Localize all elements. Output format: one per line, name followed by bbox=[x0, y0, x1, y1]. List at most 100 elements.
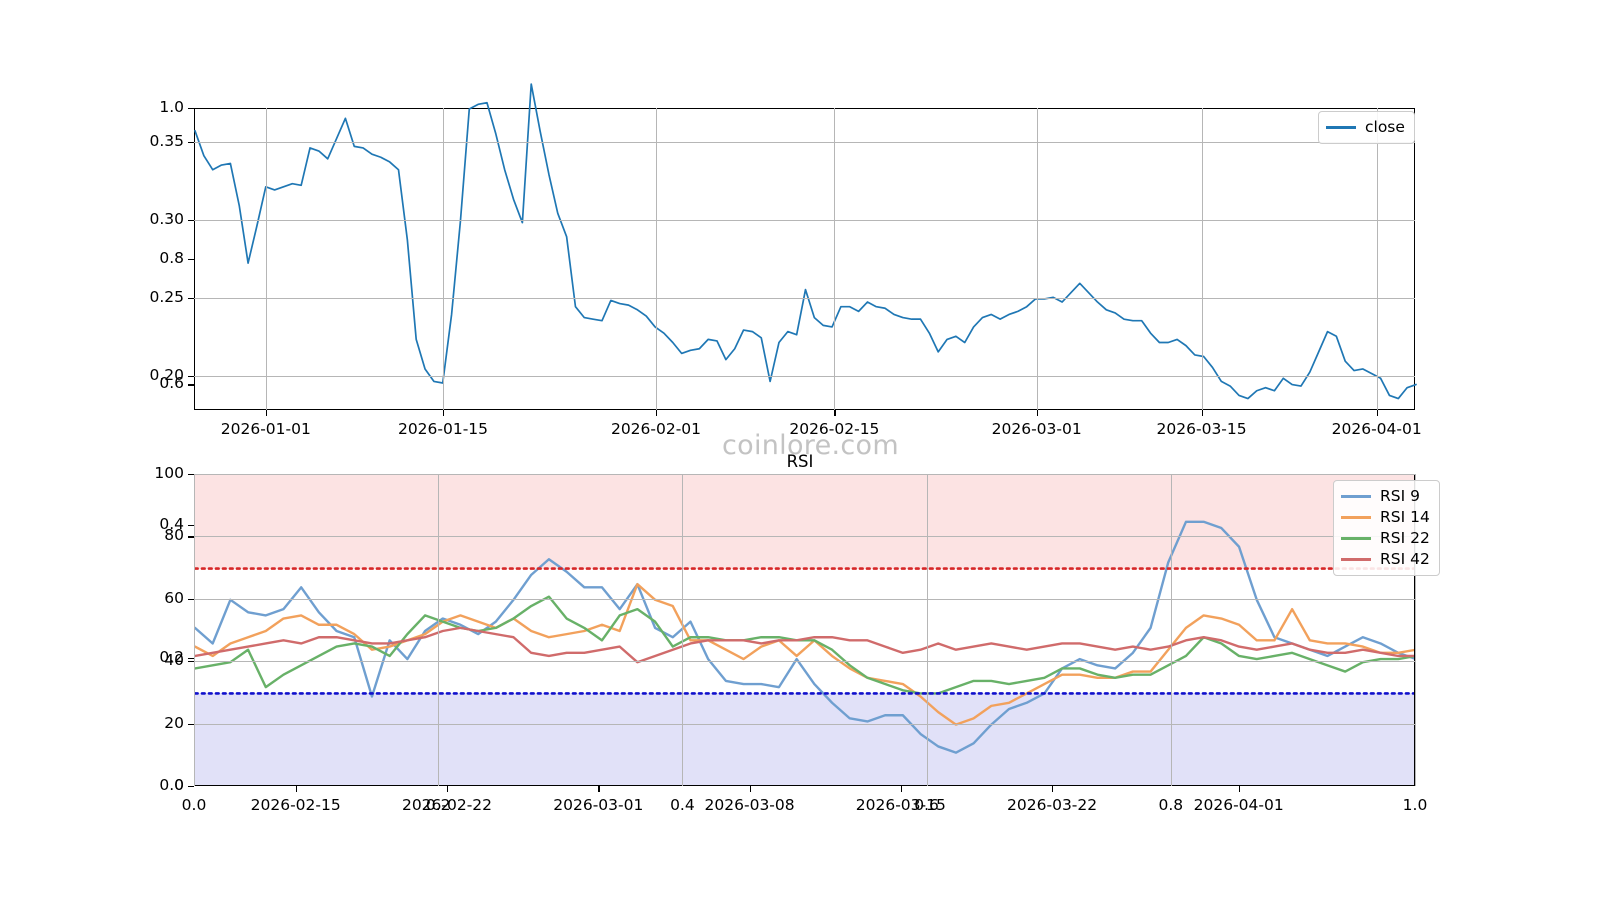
rsi-gridline-h bbox=[194, 536, 1415, 538]
rsi-xtick-date-label: 2026-02-22 bbox=[401, 796, 493, 814]
rsi-ytick-mark bbox=[188, 536, 194, 538]
rsi-gridline-h bbox=[194, 598, 1415, 600]
legend-color-swatch bbox=[1341, 537, 1371, 540]
price-gridline-h bbox=[194, 297, 1415, 299]
rsi-xtick-norm-label: 0.0 bbox=[181, 796, 207, 814]
rsi-gridline-v bbox=[1415, 474, 1416, 786]
price-ytick-mark bbox=[188, 375, 194, 378]
rsi-ytick-label: 0 bbox=[174, 776, 184, 794]
rsi-ytick-label: 80 bbox=[164, 526, 184, 545]
rsi-ytick-mark bbox=[188, 598, 194, 601]
rsi-ytick-label: 20 bbox=[164, 713, 184, 732]
rsi-line-svg bbox=[195, 520, 1414, 754]
price-xtick-mark bbox=[1036, 410, 1038, 416]
rsi-series-line-3 bbox=[195, 626, 1414, 664]
price-ytick-norm-label: 0.8 bbox=[159, 249, 184, 267]
rsi-ytick-norm-label: 0.0 bbox=[159, 776, 184, 794]
rsi-xtick-mark bbox=[447, 786, 449, 792]
watermark-coinlore: coinlore.com bbox=[722, 430, 899, 461]
rsi-ytick-norm-mark bbox=[188, 657, 194, 659]
rsi-xtick-norm-label: 1.0 bbox=[1402, 796, 1428, 814]
price-xtick-label: 2026-02-15 bbox=[789, 420, 880, 438]
price-xtick-mark bbox=[265, 410, 268, 416]
legend-label: RSI 42 bbox=[1380, 549, 1430, 568]
rsi-xtick-norm-label: 0.6 bbox=[914, 796, 939, 814]
rsi-xtick-norm-label: 0.2 bbox=[425, 796, 451, 814]
price-ytick-norm-mark bbox=[188, 259, 194, 261]
rsi-ytick-mark bbox=[188, 661, 194, 663]
rsi-ytick-norm-mark bbox=[188, 524, 194, 526]
rsi-ytick-label: 60 bbox=[164, 588, 184, 607]
legend-color-swatch bbox=[1341, 516, 1371, 519]
price-xtick-label: 2026-03-01 bbox=[991, 420, 1082, 438]
legend-label: close bbox=[1365, 117, 1405, 136]
price-gridline-v bbox=[265, 108, 267, 410]
price-gridline-v bbox=[1201, 108, 1203, 410]
price-ytick-mark bbox=[188, 142, 194, 144]
rsi-xtick-mark bbox=[598, 786, 600, 792]
overbought-zone bbox=[195, 475, 1414, 569]
rsi-xtick-mark bbox=[1052, 786, 1054, 792]
legend-item: close bbox=[1326, 117, 1405, 138]
price-xtick-mark bbox=[834, 410, 836, 416]
rsi-gridline-v bbox=[682, 474, 684, 786]
rsi-ytick-label: 100 bbox=[154, 464, 184, 482]
rsi-series-line-2 bbox=[195, 595, 1414, 695]
rsi-xtick-date-label: 2026-03-08 bbox=[704, 796, 795, 814]
rsi-ytick-norm-label: 0.4 bbox=[159, 514, 184, 533]
price-chart-plot-area bbox=[194, 83, 1417, 410]
rsi-xtick-date-label: 2026-03-01 bbox=[553, 796, 644, 814]
price-gridline-h bbox=[194, 220, 1415, 222]
rsi-chart-title: RSI bbox=[786, 452, 814, 471]
rsi-xtick-date-label: 2026-04-01 bbox=[1193, 796, 1284, 814]
rsi-xtick-norm-label: 0.4 bbox=[670, 796, 695, 814]
rsi-gridline-v bbox=[1170, 474, 1172, 786]
oversold-zone bbox=[195, 693, 1414, 785]
legend-item: RSI 42 bbox=[1341, 549, 1430, 570]
rsi-chart-legend: RSI 9 RSI 14 RSI 22 RSI 42 bbox=[1333, 480, 1440, 576]
price-xtick-label: 2026-01-01 bbox=[220, 420, 311, 438]
legend-item: RSI 14 bbox=[1341, 507, 1430, 528]
legend-label: RSI 22 bbox=[1380, 528, 1430, 547]
price-line-svg bbox=[194, 83, 1417, 400]
legend-label: RSI 14 bbox=[1380, 507, 1430, 526]
price-gridline-h bbox=[194, 142, 1415, 144]
rsi-chart-plot-area bbox=[194, 474, 1415, 786]
rsi-gridline-h bbox=[194, 661, 1415, 663]
rsi-xtick-mark bbox=[1238, 786, 1240, 792]
price-ytick-norm-label: 0.6 bbox=[159, 374, 184, 393]
price-ytick-label: 0.25 bbox=[149, 287, 184, 306]
rsi-xtick-date-label: 2026-02-15 bbox=[250, 796, 341, 814]
rsi-xtick-norm-label: 0.8 bbox=[1158, 796, 1184, 814]
legend-color-swatch bbox=[1326, 126, 1356, 129]
legend-label: RSI 9 bbox=[1380, 486, 1420, 505]
price-ytick-label: 0.35 bbox=[149, 132, 184, 151]
price-ytick-label: 0.30 bbox=[149, 210, 184, 229]
price-ytick-norm-label: 1.0 bbox=[159, 98, 184, 116]
price-xtick-mark bbox=[1376, 410, 1378, 416]
price-gridline-v bbox=[1376, 108, 1378, 410]
close-price-line bbox=[194, 83, 1417, 400]
price-gridline-v bbox=[1036, 108, 1038, 410]
price-ytick-mark bbox=[188, 297, 194, 300]
price-ytick-label: 0.20 bbox=[149, 365, 184, 384]
price-ytick-norm-mark bbox=[188, 108, 194, 110]
rsi-xtick-date-label: 2026-03-22 bbox=[1007, 796, 1098, 814]
legend-item: RSI 22 bbox=[1341, 528, 1430, 549]
price-gridline-v bbox=[443, 108, 444, 410]
rsi-gridline-h bbox=[194, 723, 1415, 725]
rsi-xtick-mark bbox=[900, 786, 903, 792]
legend-color-swatch bbox=[1341, 558, 1371, 561]
rsi-xtick-mark bbox=[749, 786, 751, 792]
price-xtick-label: 2026-02-01 bbox=[610, 420, 702, 438]
price-xtick-mark bbox=[1201, 410, 1203, 416]
rsi-gridline-v bbox=[926, 474, 928, 786]
price-xtick-mark bbox=[656, 410, 658, 416]
price-ytick-mark bbox=[188, 220, 194, 222]
price-xtick-label: 2026-03-15 bbox=[1156, 420, 1247, 438]
price-gridline-h bbox=[194, 375, 1415, 377]
rsi-gridline-v bbox=[194, 474, 195, 786]
price-gridline-v bbox=[834, 108, 836, 410]
rsi-xtick-mark bbox=[295, 786, 297, 792]
rsi-gridline-h bbox=[194, 474, 1415, 475]
